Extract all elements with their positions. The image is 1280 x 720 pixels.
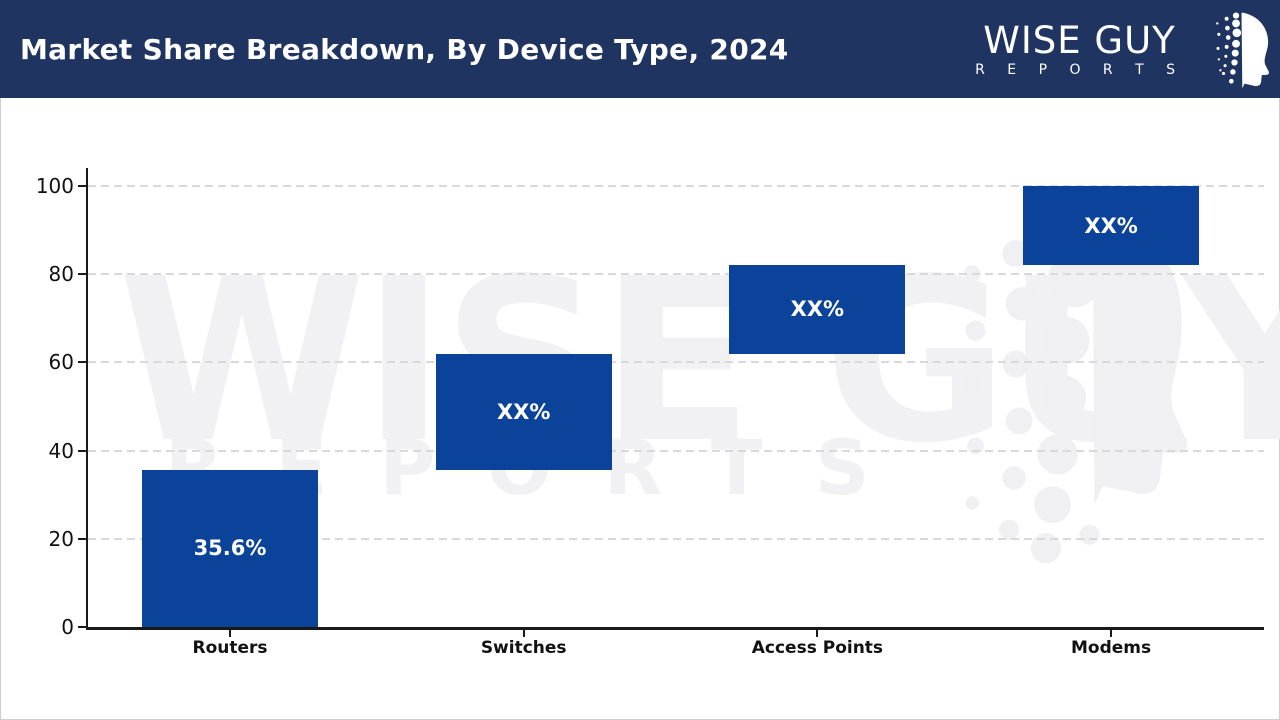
bar-value-label: XX% — [1084, 213, 1138, 238]
wiseguy-logo: WISE GUY R E P O R T S — [975, 4, 1272, 96]
y-axis-spine — [86, 168, 88, 630]
y-tick-60 — [78, 361, 86, 364]
gridline-20 — [88, 537, 1264, 540]
bar-value-label: XX% — [790, 297, 845, 322]
bar-value-label: 35.6% — [193, 536, 267, 561]
wiseguy-logo-subtitle: R E P O R T S — [975, 61, 1184, 78]
x-category-label: Routers — [192, 638, 268, 658]
y-tick-40 — [78, 449, 86, 452]
wiseguy-logo-name: WISE GUY — [983, 19, 1176, 63]
bar-value-label: XX% — [496, 399, 551, 424]
gridline-80 — [88, 273, 1264, 276]
x-category-label: Access Points — [751, 638, 884, 658]
gridline-100 — [88, 185, 1264, 187]
y-tick-20 — [78, 537, 86, 540]
y-tick-label-80: 80 — [48, 262, 74, 287]
y-tick-80 — [78, 273, 86, 276]
wiseguy-face-logo-icon — [1216, 12, 1269, 89]
x-tick-0 — [229, 630, 231, 637]
plot-area: 0 20 40 60 80 100 35.6% Routers XX% Switches XX% Ac… — [0, 98, 1280, 720]
x-tick-1 — [522, 630, 525, 637]
y-tick-label-100: 100 — [35, 174, 74, 198]
bar-access-points: XX% — [729, 265, 906, 354]
bar-modems: XX% — [1023, 186, 1200, 266]
y-tick-label-0: 0 — [61, 615, 74, 639]
x-axis-spine — [86, 627, 1264, 630]
wiseguy-logo-text: WISE GUY R E P O R T S — [975, 19, 1184, 78]
x-tick-3 — [1110, 630, 1113, 637]
x-category-label: Switches — [480, 638, 567, 658]
x-tick-2 — [816, 630, 819, 637]
y-tick-label-20: 20 — [48, 526, 74, 551]
bar-routers: 35.6% — [142, 470, 318, 627]
header-bar: Market Share Breakdown, By Device Type, … — [0, 0, 1280, 98]
gridline-60 — [88, 361, 1264, 364]
bar-switches: XX% — [435, 353, 612, 470]
gridline-40 — [88, 449, 1264, 452]
y-tick-label-40: 40 — [48, 438, 74, 463]
y-tick-100 — [78, 185, 86, 187]
watermark-face-icon — [962, 200, 1188, 564]
y-tick-0 — [78, 626, 86, 628]
page-title: Market Share Breakdown, By Device Type, … — [20, 32, 789, 66]
x-category-label: Modems — [1071, 638, 1152, 658]
y-tick-label-60: 60 — [48, 350, 74, 375]
